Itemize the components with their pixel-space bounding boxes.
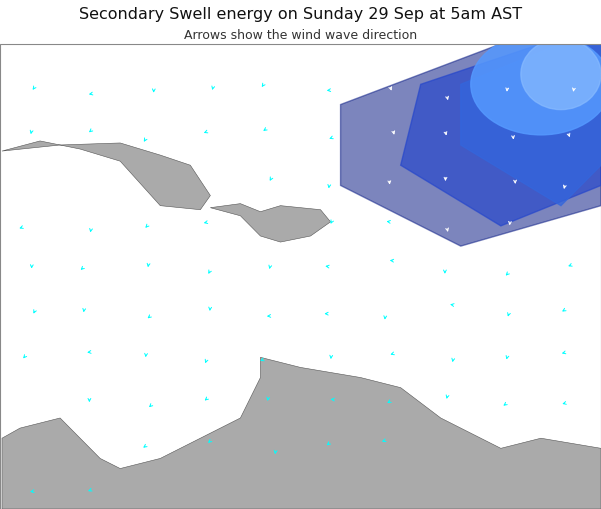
Ellipse shape [521, 40, 601, 110]
Ellipse shape [471, 35, 601, 135]
Polygon shape [401, 45, 601, 227]
Polygon shape [210, 204, 331, 243]
Polygon shape [461, 45, 601, 206]
Polygon shape [2, 142, 210, 210]
Polygon shape [2, 358, 601, 509]
Text: Secondary Swell energy on Sunday 29 Sep at 5am AST: Secondary Swell energy on Sunday 29 Sep … [79, 7, 522, 22]
Polygon shape [341, 45, 601, 247]
Text: Arrows show the wind wave direction: Arrows show the wind wave direction [184, 30, 417, 42]
